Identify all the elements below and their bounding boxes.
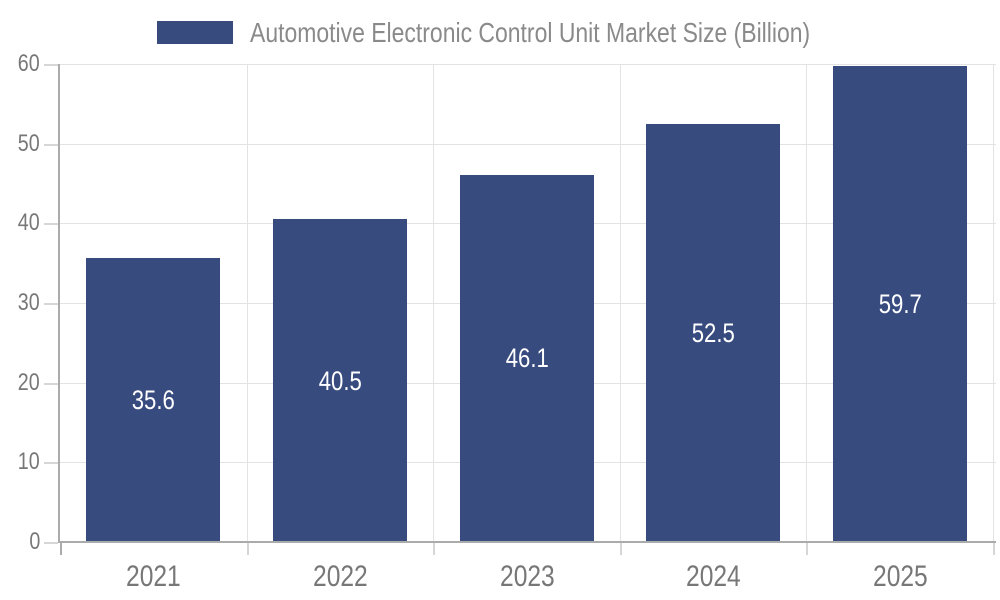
y-tickmark-40 bbox=[44, 223, 58, 225]
x-tick-label-2025: 2025 bbox=[807, 561, 993, 593]
x-tick-label-2025-text: 2025 bbox=[872, 560, 928, 593]
y-gridline-50 bbox=[60, 144, 996, 145]
x-gridline-3 bbox=[620, 64, 621, 542]
legend-color-swatch bbox=[157, 21, 233, 44]
x-axis-line bbox=[58, 541, 996, 543]
y-tickmark-60 bbox=[44, 64, 58, 66]
x-tickmark-3 bbox=[620, 543, 622, 555]
legend-label: Automotive Electronic Control Unit Marke… bbox=[250, 17, 811, 48]
bar-value-label-2025: 59.7 bbox=[833, 290, 967, 318]
x-tick-label-2022-text: 2022 bbox=[312, 560, 368, 593]
bar-value-label-2021-text: 35.6 bbox=[131, 385, 175, 415]
y-tick-label-60-text: 60 bbox=[18, 50, 40, 77]
x-tick-label-2024: 2024 bbox=[620, 561, 806, 593]
x-tick-label-2023: 2023 bbox=[434, 561, 620, 593]
y-tickmark-0 bbox=[44, 542, 58, 544]
x-tickmark-0 bbox=[60, 543, 62, 555]
y-tick-label-30: 30 bbox=[0, 291, 40, 315]
bar-2021[interactable] bbox=[86, 258, 220, 541]
x-gridline-2 bbox=[433, 64, 434, 542]
y-tick-label-20: 20 bbox=[0, 371, 40, 395]
x-tickmark-2 bbox=[433, 543, 435, 555]
y-tickmark-50 bbox=[44, 144, 58, 146]
bar-2023[interactable] bbox=[460, 175, 594, 541]
y-tick-label-0-text: 0 bbox=[29, 528, 40, 555]
y-tickmark-30 bbox=[44, 303, 58, 305]
bar-value-label-2023-text: 46.1 bbox=[505, 343, 549, 373]
y-tick-label-50-text: 50 bbox=[18, 130, 40, 157]
bar-value-label-2024-text: 52.5 bbox=[691, 318, 735, 348]
x-gridline-4 bbox=[806, 64, 807, 542]
y-tick-label-40-text: 40 bbox=[18, 209, 40, 236]
x-tick-label-2024-text: 2024 bbox=[685, 560, 741, 593]
x-gridline-1 bbox=[247, 64, 248, 542]
y-tick-label-10-text: 10 bbox=[18, 448, 40, 475]
y-tick-label-50: 50 bbox=[0, 132, 40, 156]
bar-value-label-2023: 46.1 bbox=[460, 344, 594, 372]
y-tick-label-10: 10 bbox=[0, 450, 40, 474]
y-axis-line bbox=[58, 64, 60, 542]
x-tick-label-2022: 2022 bbox=[247, 561, 433, 593]
x-tick-label-2021: 2021 bbox=[60, 561, 246, 593]
y-tick-label-20-text: 20 bbox=[18, 369, 40, 396]
legend-label-box: Automotive Electronic Control Unit Marke… bbox=[250, 17, 933, 49]
y-tick-label-40: 40 bbox=[0, 211, 40, 235]
x-tickmark-1 bbox=[247, 543, 249, 555]
y-gridline-60 bbox=[60, 64, 996, 65]
bar-value-label-2021: 35.6 bbox=[86, 386, 220, 414]
y-tickmark-20 bbox=[44, 383, 58, 385]
legend-item[interactable]: Automotive Electronic Control Unit Marke… bbox=[0, 0, 1000, 56]
x-gridline-5 bbox=[993, 64, 994, 542]
bar-value-label-2022: 40.5 bbox=[273, 367, 407, 395]
bar-2025[interactable] bbox=[833, 66, 967, 541]
x-tickmark-4 bbox=[806, 543, 808, 555]
bar-value-label-2025-text: 59.7 bbox=[878, 289, 922, 319]
y-tickmark-10 bbox=[44, 462, 58, 464]
x-tickmark-5 bbox=[993, 543, 995, 555]
bar-value-label-2024: 52.5 bbox=[646, 319, 780, 347]
y-tick-label-0: 0 bbox=[0, 530, 40, 554]
y-tick-label-30-text: 30 bbox=[18, 289, 40, 316]
bar-2022[interactable] bbox=[273, 219, 407, 541]
bar-value-label-2022-text: 40.5 bbox=[318, 366, 362, 396]
x-tick-label-2023-text: 2023 bbox=[499, 560, 555, 593]
bar-2024[interactable] bbox=[646, 124, 780, 541]
x-tick-label-2021-text: 2021 bbox=[125, 560, 181, 593]
y-tick-label-60: 60 bbox=[0, 52, 40, 76]
